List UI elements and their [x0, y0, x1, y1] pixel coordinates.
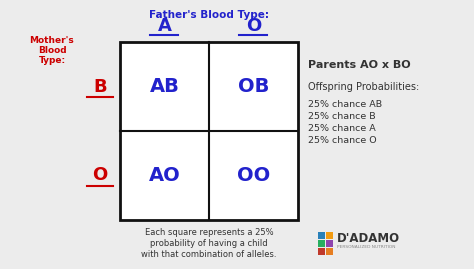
Text: Mother's: Mother's: [29, 36, 74, 45]
Bar: [318, 232, 325, 239]
Bar: [326, 232, 333, 239]
Text: Type:: Type:: [38, 56, 65, 65]
Text: B: B: [93, 77, 107, 95]
Text: 25% chance A: 25% chance A: [308, 124, 376, 133]
Text: Parents AO x BO: Parents AO x BO: [308, 60, 410, 70]
Text: 25% chance O: 25% chance O: [308, 136, 377, 145]
Text: with that combination of alleles.: with that combination of alleles.: [141, 250, 277, 259]
Text: 25% chance AB: 25% chance AB: [308, 100, 382, 109]
Text: Blood: Blood: [38, 46, 66, 55]
Text: O: O: [246, 17, 261, 35]
Text: O: O: [92, 167, 108, 185]
Bar: [318, 240, 325, 247]
Bar: [326, 248, 333, 255]
Text: OO: OO: [237, 166, 270, 185]
Text: Father's Blood Type:: Father's Blood Type:: [149, 10, 269, 20]
Text: AB: AB: [150, 77, 180, 96]
Text: Offspring Probabilities:: Offspring Probabilities:: [308, 82, 419, 92]
Text: D'ADAMO: D'ADAMO: [337, 232, 400, 246]
Text: AO: AO: [149, 166, 181, 185]
Text: 25% chance B: 25% chance B: [308, 112, 375, 121]
Bar: [318, 248, 325, 255]
Bar: [120, 42, 298, 220]
Bar: [326, 240, 333, 247]
Text: OB: OB: [238, 77, 269, 96]
Text: Each square represents a 25%: Each square represents a 25%: [145, 228, 273, 237]
Text: PERSONALIZED NUTRITION: PERSONALIZED NUTRITION: [337, 245, 395, 249]
Text: probability of having a child: probability of having a child: [150, 239, 268, 248]
Text: A: A: [157, 17, 172, 35]
